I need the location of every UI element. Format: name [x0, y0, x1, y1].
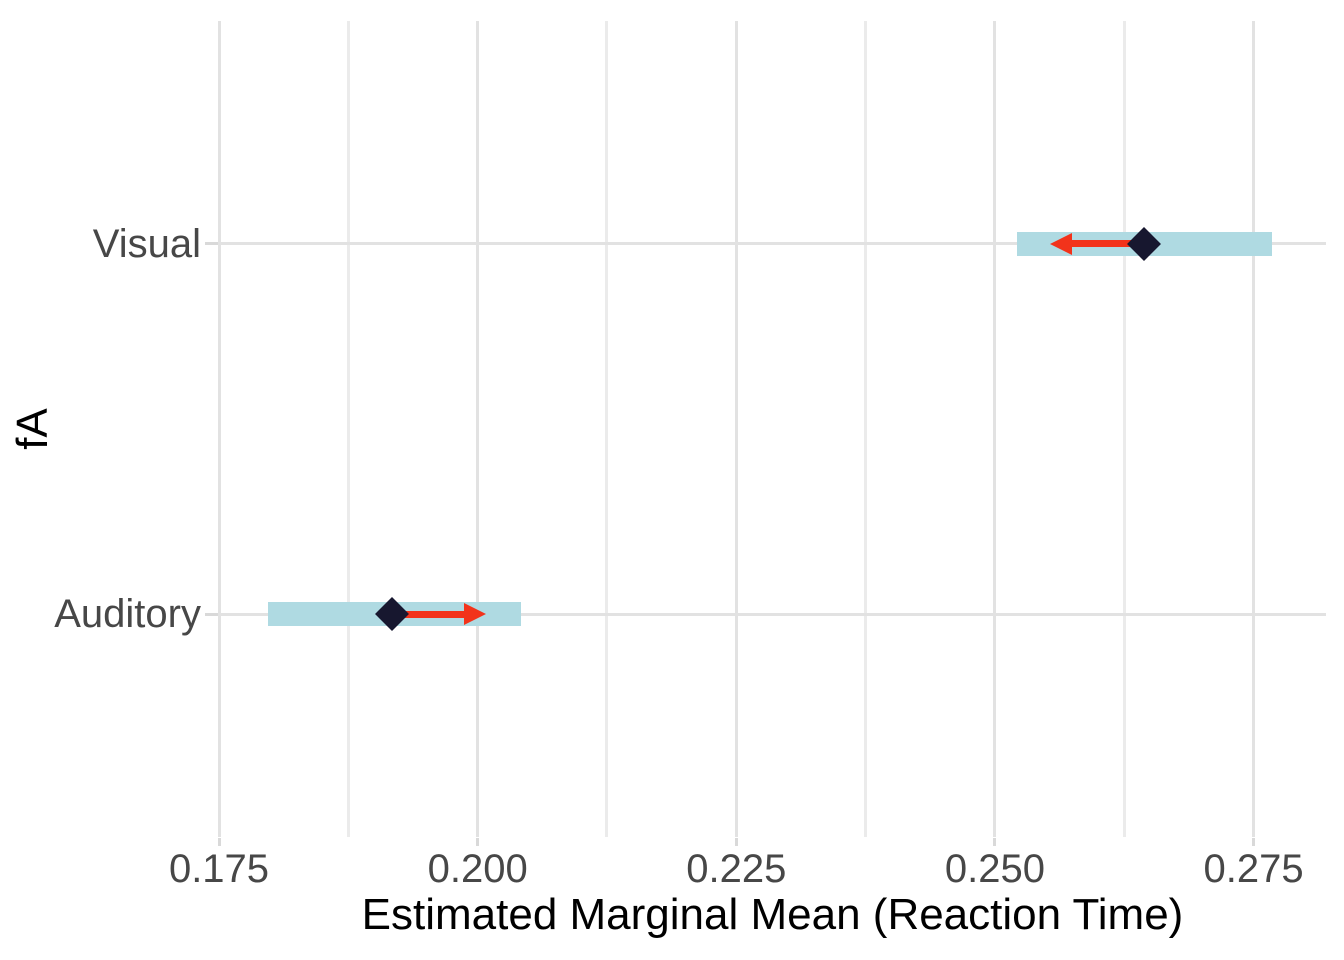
- y-tick: [205, 242, 218, 246]
- gridline-minor: [346, 21, 350, 837]
- plot-panel: [217, 21, 1326, 837]
- y-tick: [205, 612, 218, 616]
- x-tick-label: 0.250: [944, 847, 1045, 891]
- x-tick-label: 0.275: [1203, 847, 1304, 891]
- x-tick-label: 0.175: [168, 847, 270, 891]
- x-tick: [1252, 838, 1256, 846]
- gridline-minor: [605, 21, 609, 837]
- x-tick: [734, 838, 738, 846]
- x-tick-label: 0.225: [686, 847, 787, 891]
- gridline-major: [1252, 21, 1256, 837]
- x-axis-title: Estimated Marginal Mean (Reaction Time): [361, 890, 1184, 939]
- x-tick: [993, 838, 997, 846]
- gridline-minor: [864, 21, 868, 837]
- y-tick-label: Visual: [92, 221, 201, 266]
- comparison-arrow-head: [463, 603, 486, 626]
- y-tick-label: Auditory: [54, 592, 201, 637]
- x-tick-label: 0.200: [427, 847, 528, 891]
- gridline-major: [476, 21, 480, 837]
- gridline-major: [993, 21, 997, 837]
- y-axis-title: fA: [8, 408, 57, 450]
- comparison-arrow-head: [1049, 232, 1072, 255]
- x-tick: [476, 838, 480, 846]
- comparison-arrow-shaft: [1067, 240, 1144, 248]
- gridline-minor: [1122, 21, 1126, 837]
- x-tick: [217, 838, 221, 846]
- comparison-arrow-shaft: [391, 610, 468, 618]
- gridline-row: [219, 612, 1326, 616]
- gridline-major: [217, 21, 221, 837]
- gridline-row: [219, 242, 1326, 246]
- gridline-major: [734, 21, 738, 837]
